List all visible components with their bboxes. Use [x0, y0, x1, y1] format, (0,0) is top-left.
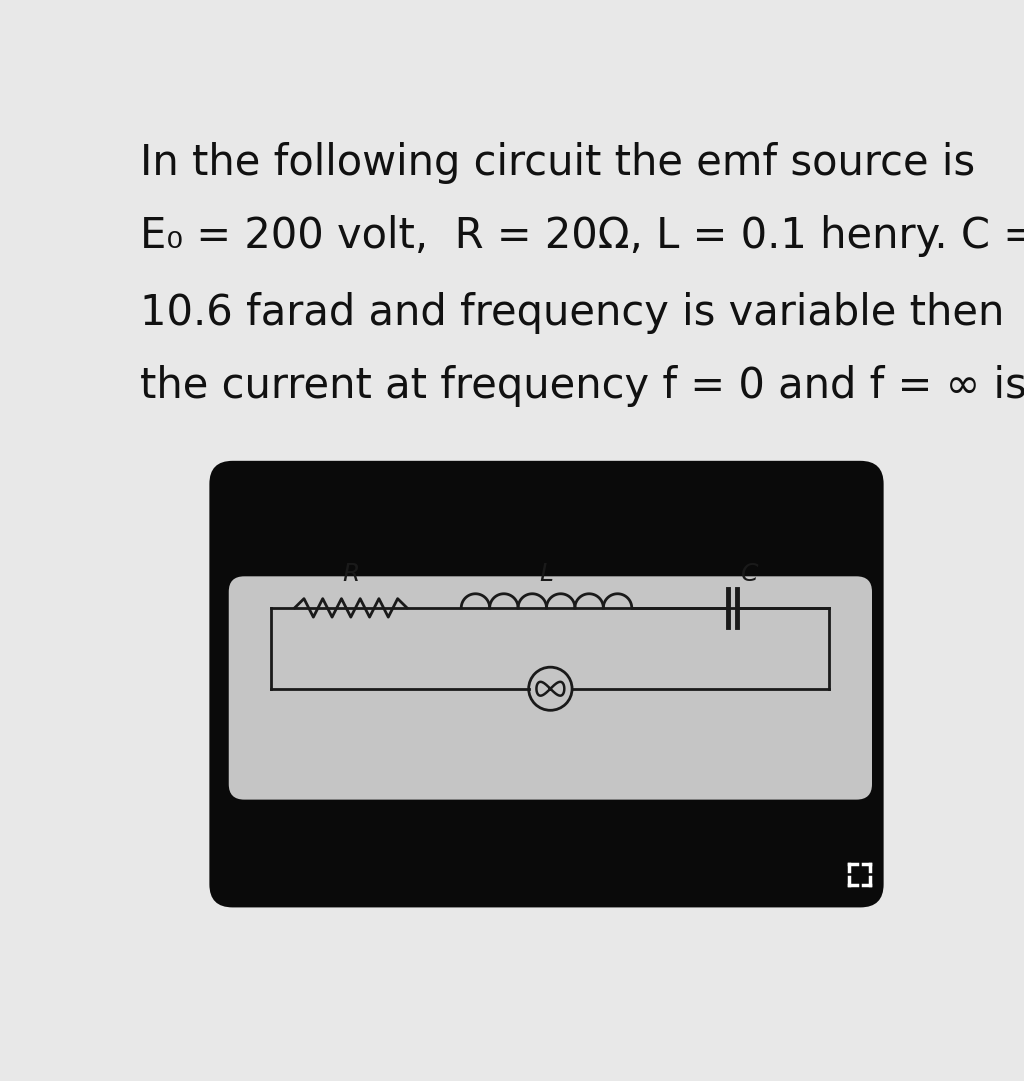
- Text: E₀ = 200 volt,  R = 20Ω, L = 0.1 henry. C =: E₀ = 200 volt, R = 20Ω, L = 0.1 henry. C…: [139, 215, 1024, 257]
- Text: L: L: [540, 562, 553, 586]
- FancyBboxPatch shape: [228, 576, 872, 800]
- Text: C: C: [740, 562, 759, 586]
- Text: In the following circuit the emf source is: In the following circuit the emf source …: [139, 142, 975, 184]
- Text: R: R: [342, 562, 359, 586]
- Text: 10.6 farad and frequency is variable then: 10.6 farad and frequency is variable the…: [139, 292, 1004, 334]
- Text: the current at frequency f = 0 and f = ∞ is: the current at frequency f = 0 and f = ∞…: [139, 365, 1024, 408]
- FancyBboxPatch shape: [209, 461, 884, 907]
